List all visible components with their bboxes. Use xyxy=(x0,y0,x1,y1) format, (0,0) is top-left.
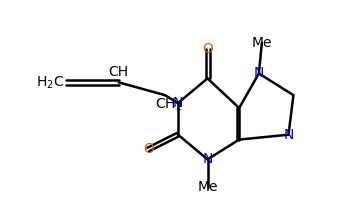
Text: N: N xyxy=(254,66,264,80)
Text: O: O xyxy=(202,42,213,56)
Text: O: O xyxy=(143,143,154,157)
Text: CH$_2$: CH$_2$ xyxy=(155,97,183,113)
Text: N: N xyxy=(203,152,213,166)
Text: N: N xyxy=(173,96,183,110)
Text: N: N xyxy=(283,128,294,142)
Text: Me: Me xyxy=(252,36,272,50)
Text: CH: CH xyxy=(109,65,129,79)
Text: H$_2$C: H$_2$C xyxy=(36,74,65,90)
Text: Me: Me xyxy=(197,180,218,194)
